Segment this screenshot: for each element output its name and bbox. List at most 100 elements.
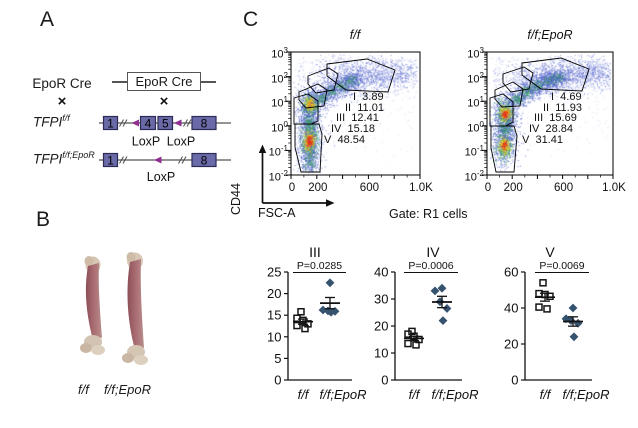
dot-plot-title: III — [309, 244, 321, 260]
gate-label-iv: IV 15.18 — [331, 123, 376, 136]
exon4-box — [139, 115, 157, 131]
flow-y-tick-label: 10-1 — [464, 144, 484, 160]
gate-label-i: I 4.69 — [551, 91, 582, 103]
group-label: f/f — [298, 387, 310, 402]
bone-ff — [80, 256, 105, 355]
bone-ff-epor — [122, 252, 148, 365]
flow-frame-and-gates — [482, 51, 614, 179]
exon1-number: 1 — [107, 153, 114, 167]
y-tick-label: 0 — [511, 373, 518, 388]
y-tick-label: 0 — [274, 373, 281, 388]
data-point-square — [301, 324, 309, 333]
break-slash — [119, 156, 124, 164]
y-tick-label: 10 — [267, 329, 281, 344]
break-slash — [183, 119, 188, 127]
gene-locus-diagram: 1 4 5 8 LoxP LoxP 1 8 LoxP — [99, 115, 231, 184]
flow-x-tick-label: 1.0K — [409, 182, 433, 194]
panel-a-label: A — [40, 8, 55, 31]
flow-x-tick-label: 600 — [554, 182, 574, 194]
flow-x-tick-label: 200 — [308, 182, 328, 194]
p-value-label: P=0.0069 — [539, 260, 584, 272]
data-point-square — [404, 339, 412, 348]
break-slash — [186, 119, 192, 127]
gene-name: TFPI — [33, 114, 63, 130]
data-point-square — [543, 305, 551, 313]
flow-dot-cloud-canvas — [292, 53, 419, 174]
flow-x-tick-label: 200 — [503, 182, 523, 194]
exon8-box — [191, 152, 217, 168]
flow-dot-cloud-canvas — [488, 53, 612, 174]
exon1-number: 1 — [107, 116, 114, 130]
data-point-diamond — [325, 278, 335, 288]
flow-y-tick-label: 100 — [467, 119, 484, 135]
gate-label-i: I 3.89 — [353, 91, 384, 103]
flow-y-tick-label: 102 — [271, 70, 288, 86]
flow-frame-and-gates — [286, 51, 421, 179]
gate-label-iii: III 12.41 — [336, 112, 379, 125]
flow-x-tick-label: 0 — [288, 182, 296, 194]
allele-label-ff-epor: TFPIf/f;EpoR — [33, 150, 95, 167]
loxp-label: LoxP — [167, 135, 196, 149]
p-value-label: P=0.0006 — [408, 260, 453, 272]
gene-name: TFPI — [33, 151, 63, 167]
dot-plot-iv: IVP=0.0006 0 10 20 30 40 f/f f/f;EpoR — [374, 244, 479, 402]
flow-x-tick-label: 0 — [484, 182, 492, 194]
bone-photo — [80, 252, 148, 365]
group-label: f/f;EpoR — [563, 387, 610, 402]
exon5-box — [157, 115, 174, 131]
data-point-diamond — [569, 332, 579, 342]
allele-label-ff: TFPIf/f — [33, 113, 70, 130]
group-label: f/f;EpoR — [320, 387, 367, 402]
flow-y-tick-label: 101 — [271, 95, 288, 110]
y-tick-label: 0 — [381, 373, 388, 388]
y-axis-arrowhead — [258, 144, 267, 153]
break-slash — [119, 119, 124, 127]
gate-note: Gate: R1 cells — [389, 207, 468, 221]
dot-plot-title: IV — [426, 244, 440, 260]
gate-label-v: V 48.54 — [324, 133, 365, 146]
x-axis-arrowhead — [326, 199, 335, 207]
gate-label-iv: IV 28.84 — [529, 123, 574, 136]
dot-plot-v: VP=0.0069 0 20 40 60 f/f f/f;EpoR — [504, 244, 610, 402]
y-tick-label: 5 — [274, 351, 281, 366]
epor-cre-box: EpoR Cre — [127, 72, 201, 91]
break-slash — [178, 156, 183, 164]
break-slash — [181, 156, 187, 164]
data-point-diamond — [442, 304, 452, 313]
flow-y-tick-label: 10-1 — [268, 144, 288, 160]
cd44-axis-label: CD44 — [229, 183, 243, 215]
data-point-square — [539, 279, 547, 287]
y-tick-label: 60 — [504, 265, 518, 280]
exon1-box — [102, 115, 119, 131]
allele-superscript: f/f — [62, 113, 70, 123]
gate-label-iii: III 15.69 — [534, 112, 577, 125]
flow-plot-f-f-epor: f/f;EpoR 103 102 101 100 10-1 10-2 0 200 600 1.0K I… — [447, 28, 629, 197]
flow-x-tick-label: 1.0K — [602, 182, 626, 194]
bone-caption-ff-epor: f/f;EpoR — [104, 382, 151, 397]
exon8-box — [191, 115, 217, 131]
break-slash — [122, 156, 128, 164]
gate-label-v: V 31.41 — [522, 133, 563, 146]
break-slash — [122, 119, 128, 127]
data-point-square — [412, 341, 420, 349]
allele-superscript: f/f;EpoR — [62, 150, 95, 160]
flow-y-tick-label: 100 — [271, 119, 288, 135]
epor-cre-transgene-construct: EpoR Cre — [112, 72, 216, 93]
group-label: f/f;EpoR — [432, 387, 479, 402]
y-tick-label: 20 — [504, 337, 518, 352]
data-point-diamond — [430, 286, 440, 296]
exon4-number: 4 — [145, 116, 152, 130]
loxp-triangle — [154, 156, 162, 164]
epor-cre-parent-label: EpoR Cre — [32, 76, 92, 91]
flow-plot-title: f/f;EpoR — [527, 28, 573, 42]
y-tick-label: 30 — [374, 292, 388, 307]
data-point-diamond — [438, 316, 448, 325]
data-point-square — [293, 321, 301, 330]
y-tick-label: 20 — [267, 286, 281, 301]
exon5-number: 5 — [162, 116, 169, 130]
gate-label-ii: II 11.93 — [543, 101, 582, 114]
y-tick-label: 20 — [374, 319, 388, 334]
group-label: f/f — [540, 387, 552, 402]
flow-y-tick-label: 10-2 — [268, 169, 288, 184]
flow-plot-f-f: f/f 103 102 101 100 10-1 10-2 0 200 600 1.0K I 3.89… — [251, 28, 436, 197]
